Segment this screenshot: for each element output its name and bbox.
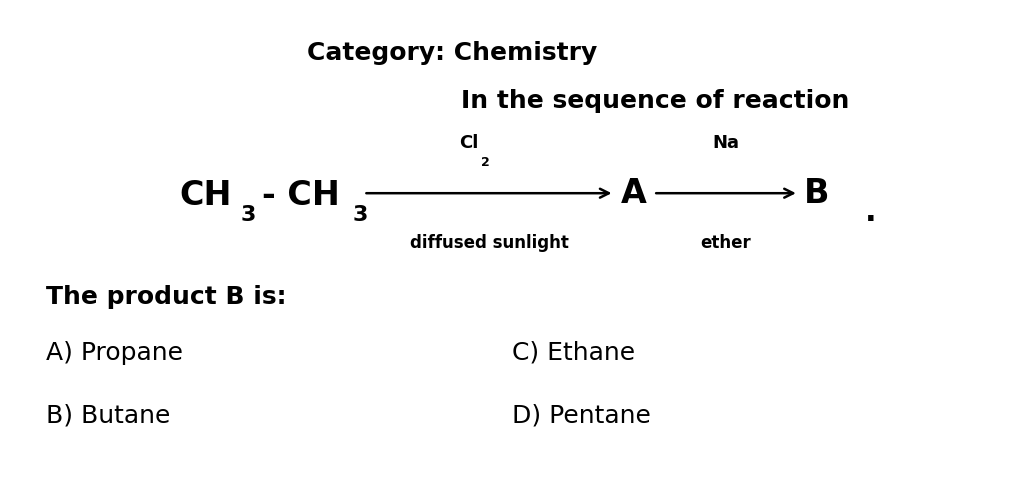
Text: .: . (865, 198, 877, 227)
Text: 3: 3 (241, 205, 256, 225)
Text: A) Propane: A) Propane (46, 341, 183, 365)
Text: 2: 2 (481, 156, 489, 169)
Text: - CH: - CH (262, 179, 340, 212)
Text: In the sequence of reaction: In the sequence of reaction (461, 89, 849, 114)
Text: 3: 3 (352, 205, 368, 225)
Text: diffused sunlight: diffused sunlight (410, 234, 568, 252)
Text: Na: Na (713, 134, 739, 152)
Text: Category: Chemistry: Category: Chemistry (307, 41, 597, 65)
Text: C) Ethane: C) Ethane (512, 341, 635, 365)
Text: ether: ether (700, 234, 752, 252)
Text: B) Butane: B) Butane (46, 403, 170, 427)
Text: D) Pentane: D) Pentane (512, 403, 651, 427)
Text: B: B (804, 177, 829, 210)
Text: A: A (621, 177, 646, 210)
Text: CH: CH (179, 179, 231, 212)
Text: The product B is:: The product B is: (46, 285, 287, 309)
Text: Cl: Cl (460, 134, 478, 152)
